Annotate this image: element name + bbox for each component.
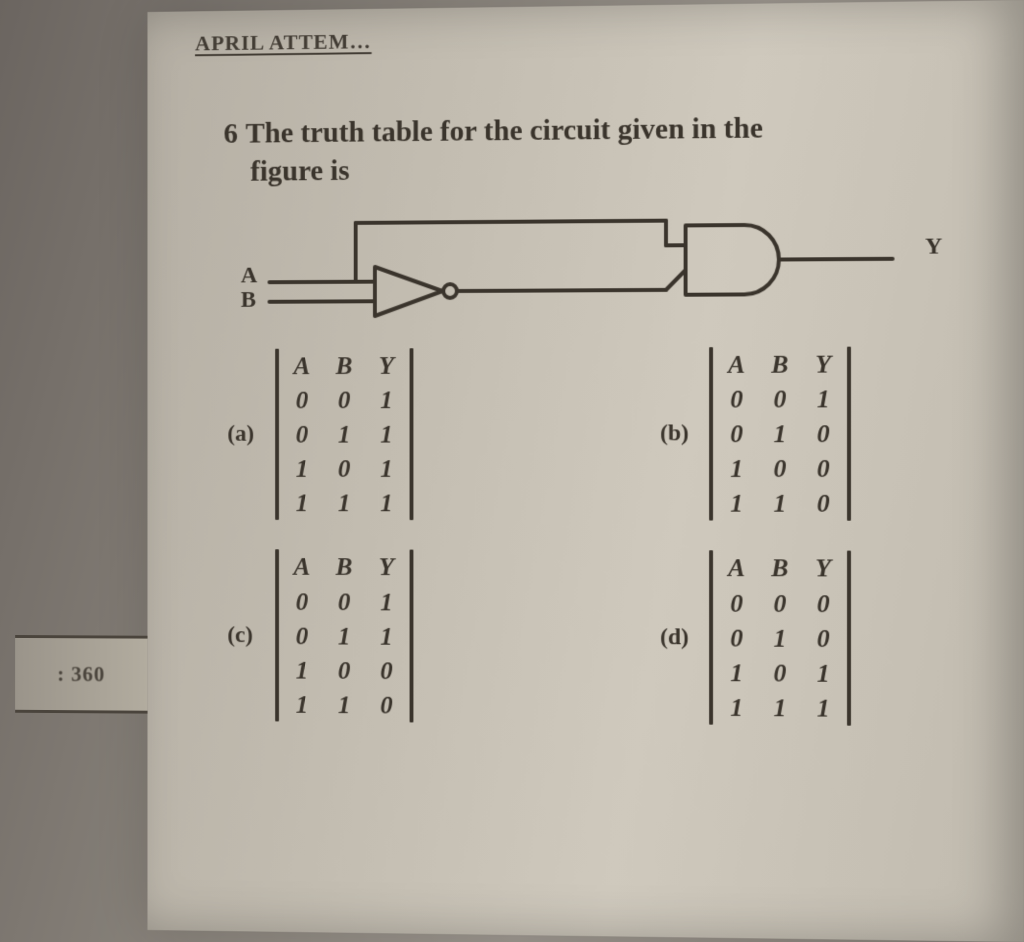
option-b-label: (b) <box>660 421 699 448</box>
question-line2: figure is <box>250 154 349 187</box>
tt-header: B <box>758 347 801 382</box>
tt-cell: 1 <box>365 383 407 418</box>
tt-cell: 1 <box>715 655 758 690</box>
tt-cell: 0 <box>323 653 365 688</box>
page-header: APRIL ATTEM… <box>195 21 984 57</box>
circuit-svg <box>250 199 932 331</box>
tt-cell: 1 <box>758 690 801 725</box>
tt-cell: 1 <box>323 417 365 451</box>
tt-header: B <box>323 348 365 383</box>
tt-cell: 1 <box>281 687 323 722</box>
side-page-ref: : 360 <box>15 635 147 714</box>
tt-cell: 1 <box>802 382 845 417</box>
tt-cell: 0 <box>802 486 845 521</box>
tt-cell: 1 <box>802 690 845 725</box>
truth-table-d: A B Y 0 0 0 0 1 0 1 0 1 1 1 1 <box>709 551 851 726</box>
page: APRIL ATTEM… 6The truth table for the ci… <box>147 0 1024 942</box>
tt-cell: 0 <box>365 653 407 688</box>
tt-cell: 1 <box>365 452 407 486</box>
option-a: (a) A B Y 0 0 1 0 1 1 1 0 1 1 1 1 <box>227 348 543 521</box>
tt-cell: 1 <box>758 417 801 452</box>
tt-cell: 0 <box>802 416 845 451</box>
tt-cell: 0 <box>758 451 801 486</box>
question-number: 6 <box>224 117 238 149</box>
tt-header: A <box>281 550 323 584</box>
circuit-diagram: A B Y <box>250 199 932 331</box>
option-b: (b) A B Y 0 0 1 0 1 0 1 0 0 1 1 0 <box>660 346 984 521</box>
question-text: 6The truth table for the circuit given i… <box>224 106 984 190</box>
circuit-output-label: Y <box>925 234 942 261</box>
tt-cell: 1 <box>281 486 323 520</box>
tt-cell: 0 <box>323 452 365 486</box>
tt-cell: 1 <box>758 620 801 655</box>
tt-header: Y <box>802 551 845 586</box>
truth-table-c: A B Y 0 0 1 0 1 1 1 0 0 1 1 0 <box>275 550 413 723</box>
tt-header: Y <box>802 347 845 382</box>
tt-cell: 0 <box>715 417 758 452</box>
tt-header: B <box>758 551 801 586</box>
tt-cell: 1 <box>281 653 323 688</box>
option-a-label: (a) <box>227 421 265 447</box>
options-grid: (a) A B Y 0 0 1 0 1 1 1 0 1 1 1 1 <box>227 346 984 726</box>
tt-header: A <box>715 347 758 382</box>
option-d: (d) A B Y 0 0 0 0 1 0 1 0 1 1 1 1 <box>660 551 984 727</box>
tt-cell: 0 <box>281 383 323 417</box>
tt-cell: 0 <box>323 383 365 417</box>
circuit-input-b-label: B <box>241 287 256 313</box>
tt-cell: 0 <box>758 655 801 690</box>
tt-cell: 0 <box>365 688 407 723</box>
tt-cell: 1 <box>323 687 365 722</box>
option-c-label: (c) <box>227 622 265 649</box>
tt-cell: 0 <box>802 621 845 656</box>
tt-cell: 0 <box>281 618 323 653</box>
truth-table-a: A B Y 0 0 1 0 1 1 1 0 1 1 1 1 <box>275 348 413 520</box>
tt-cell: 1 <box>323 619 365 654</box>
tt-cell: 1 <box>715 690 758 725</box>
question-block: 6The truth table for the circuit given i… <box>224 106 984 726</box>
tt-cell: 0 <box>281 584 323 619</box>
tt-cell: 0 <box>758 586 801 621</box>
tt-cell: 1 <box>715 451 758 486</box>
tt-cell: 0 <box>715 382 758 417</box>
tt-header: B <box>323 550 365 585</box>
tt-cell: 0 <box>802 586 845 621</box>
option-c: (c) A B Y 0 0 1 0 1 1 1 0 0 1 1 0 <box>227 550 543 724</box>
tt-cell: 1 <box>281 452 323 486</box>
tt-cell: 0 <box>715 586 758 621</box>
truth-table-b: A B Y 0 0 1 0 1 0 1 0 0 1 1 0 <box>709 347 851 522</box>
tt-header: A <box>281 349 323 383</box>
tt-cell: 1 <box>365 486 407 520</box>
tt-cell: 1 <box>365 584 407 619</box>
tt-header: Y <box>365 348 407 383</box>
circuit-input-a-label: A <box>241 263 258 289</box>
option-d-label: (d) <box>660 624 699 651</box>
question-line1: The truth table for the circuit given in… <box>246 112 763 150</box>
tt-cell: 1 <box>365 619 407 654</box>
tt-cell: 1 <box>802 656 845 691</box>
tt-cell: 1 <box>758 486 801 521</box>
tt-header: Y <box>365 550 407 585</box>
tt-header: A <box>715 551 758 586</box>
tt-cell: 1 <box>365 417 407 451</box>
tt-cell: 1 <box>323 486 365 520</box>
tt-cell: 0 <box>281 417 323 451</box>
side-page-ref-label: : 360 <box>57 661 105 687</box>
tt-cell: 0 <box>758 382 801 417</box>
tt-cell: 0 <box>323 584 365 619</box>
tt-cell: 1 <box>715 486 758 521</box>
tt-cell: 0 <box>802 451 845 486</box>
tt-cell: 0 <box>715 620 758 655</box>
